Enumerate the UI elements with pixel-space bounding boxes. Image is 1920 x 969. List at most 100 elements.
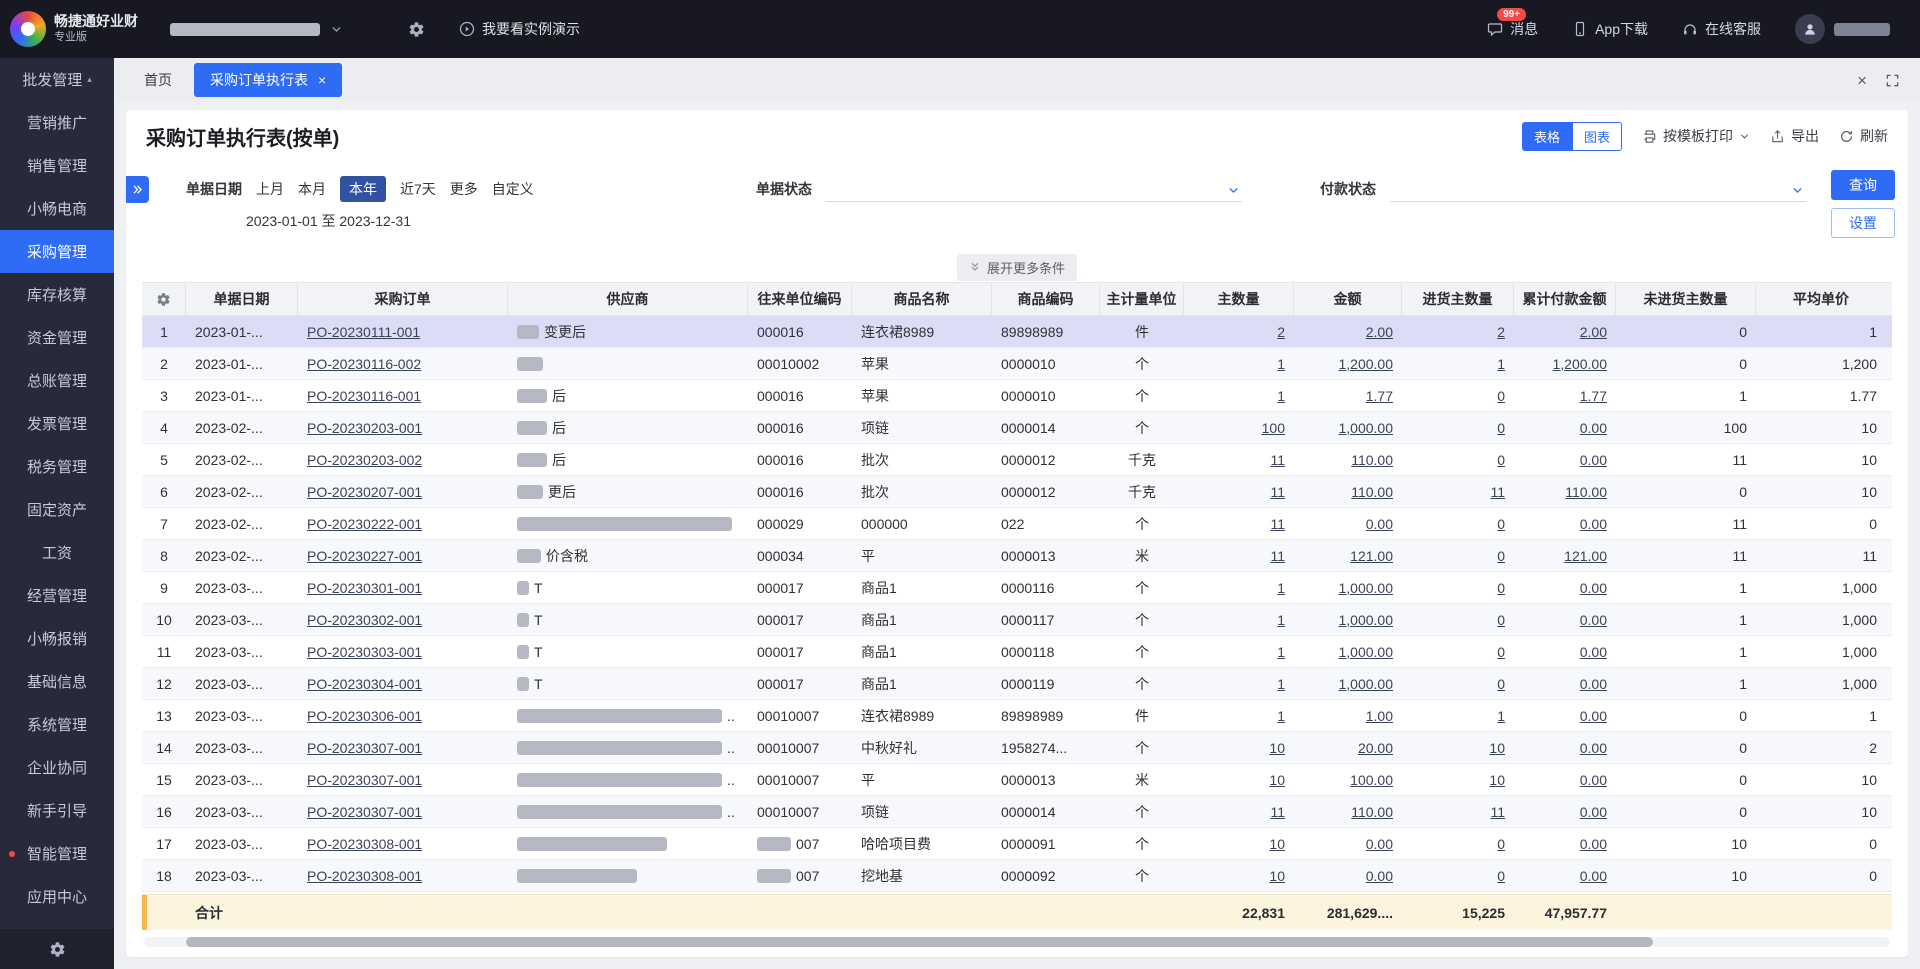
po-link[interactable]: PO-20230207-001 xyxy=(307,483,423,500)
po-link[interactable]: PO-20230308-001 xyxy=(307,867,423,884)
qty-link[interactable]: 11 xyxy=(1270,451,1285,468)
po-link[interactable]: PO-20230304-001 xyxy=(307,675,423,692)
po-link[interactable]: PO-20230116-001 xyxy=(307,387,422,404)
messages-button[interactable]: 99+ 消息 xyxy=(1487,8,1538,39)
paid-link[interactable]: 0.00 xyxy=(1579,835,1607,852)
amt-link[interactable]: 1.77 xyxy=(1365,387,1393,404)
paid-link[interactable]: 1,200.00 xyxy=(1552,355,1608,372)
column-settings-gear-icon[interactable] xyxy=(142,283,186,315)
sidebar-item[interactable]: 经营管理 xyxy=(0,574,114,617)
inq-link[interactable]: 2 xyxy=(1497,323,1505,340)
paid-link[interactable]: 2.00 xyxy=(1579,323,1607,340)
table-row[interactable]: 1 2023-01-... PO-20230111-001 变更后 000016 连衣裙8… xyxy=(142,316,1892,348)
table-row[interactable]: 192023-03-...PO-20230308-001司00010007新纸张… xyxy=(142,892,1892,894)
qty-link[interactable]: 11 xyxy=(1270,547,1285,564)
qty-link[interactable]: 11 xyxy=(1270,803,1285,820)
date-option[interactable]: 本年 xyxy=(340,176,386,202)
qty-link[interactable]: 1 xyxy=(1277,579,1285,596)
qty-link[interactable]: 10 xyxy=(1269,771,1285,788)
chart-view-button[interactable]: 图表 xyxy=(1571,121,1622,151)
sidebar-item[interactable]: 系统管理 xyxy=(0,703,114,746)
sidebar-item[interactable]: 小畅报销 xyxy=(0,617,114,660)
paid-link[interactable]: 121.00 xyxy=(1564,547,1607,564)
inq-link[interactable]: 0 xyxy=(1497,579,1505,596)
refresh-button[interactable]: 刷新 xyxy=(1839,126,1888,146)
amt-link[interactable]: 0.00 xyxy=(1365,835,1393,852)
qty-link[interactable]: 10 xyxy=(1269,867,1285,884)
table-view-button[interactable]: 表格 xyxy=(1521,121,1572,151)
app-download-button[interactable]: App下载 xyxy=(1572,19,1648,39)
po-link[interactable]: PO-20230302-001 xyxy=(307,611,423,628)
table-row[interactable]: 10 2023-03-... PO-20230302-001 T 000017 商品1 00… xyxy=(142,604,1892,636)
amt-link[interactable]: 110.00 xyxy=(1351,803,1393,820)
amt-link[interactable]: 20.00 xyxy=(1357,739,1393,756)
paid-link[interactable]: 0.00 xyxy=(1579,643,1607,660)
inq-link[interactable]: 11 xyxy=(1490,483,1505,500)
table-row[interactable]: 11 2023-03-... PO-20230303-001 T 000017 商品1 00… xyxy=(142,636,1892,668)
po-link[interactable]: PO-20230301-001 xyxy=(307,579,423,596)
sidebar-item[interactable]: 发票管理 xyxy=(0,402,114,445)
close-icon[interactable]: × xyxy=(1857,70,1867,90)
inq-link[interactable]: 0 xyxy=(1497,867,1505,884)
sidebar-item[interactable]: 智能管理 xyxy=(0,832,114,875)
paid-link[interactable]: 0.00 xyxy=(1579,579,1607,596)
inq-link[interactable]: 0 xyxy=(1497,611,1505,628)
qty-link[interactable]: 10 xyxy=(1269,739,1285,756)
po-link[interactable]: PO-20230222-001 xyxy=(307,515,423,532)
sidebar-item[interactable]: 营销推广 xyxy=(0,101,114,144)
table-row[interactable]: 14 2023-03-... PO-20230307-001.. 00010007 中秋… xyxy=(142,732,1892,764)
sidebar-item[interactable]: 资金管理 xyxy=(0,316,114,359)
sidebar-item[interactable]: 小畅电商 xyxy=(0,187,114,230)
amt-link[interactable]: 110.00 xyxy=(1351,451,1393,468)
inq-link[interactable]: 0 xyxy=(1497,547,1505,564)
date-option[interactable]: 自定义 xyxy=(491,181,534,197)
tab[interactable]: 首页 xyxy=(128,63,188,97)
inq-link[interactable]: 11 xyxy=(1490,803,1505,820)
qty-link[interactable]: 2 xyxy=(1277,323,1285,340)
paid-link[interactable]: 0.00 xyxy=(1579,867,1607,884)
date-option[interactable]: 本月 xyxy=(298,181,326,197)
qty-link[interactable]: 10 xyxy=(1269,835,1285,852)
expand-more-button[interactable]: 展开更多条件 xyxy=(956,253,1077,281)
sidebar-item[interactable]: 应用中心 xyxy=(0,875,114,918)
po-link[interactable]: PO-20230227-001 xyxy=(307,547,423,564)
amt-link[interactable]: 121.00 xyxy=(1350,547,1393,564)
paid-link[interactable]: 0.00 xyxy=(1579,611,1607,628)
paid-link[interactable]: 0.00 xyxy=(1579,419,1607,436)
paid-link[interactable]: 0.00 xyxy=(1579,803,1607,820)
paid-link[interactable]: 0.00 xyxy=(1579,707,1607,724)
date-option[interactable]: 上月 xyxy=(256,181,284,197)
table-row[interactable]: 9 2023-03-... PO-20230301-001 T 000017 商品1 000… xyxy=(142,572,1892,604)
amt-link[interactable]: 110.00 xyxy=(1351,483,1393,500)
table-row[interactable]: 3 2023-01-... PO-20230116-001 后 000016 苹果 0000… xyxy=(142,380,1892,412)
paid-link[interactable]: 0.00 xyxy=(1579,739,1607,756)
support-button[interactable]: 在线客服 xyxy=(1682,19,1761,39)
tab[interactable]: 采购订单执行表 × xyxy=(194,63,343,97)
settings-icon[interactable] xyxy=(396,21,437,38)
sidebar-item[interactable]: 销售管理 xyxy=(0,144,114,187)
amt-link[interactable]: 1.00 xyxy=(1365,707,1393,724)
payment-select[interactable] xyxy=(1390,176,1806,202)
paid-link[interactable]: 0.00 xyxy=(1579,515,1607,532)
paid-link[interactable]: 0.00 xyxy=(1579,451,1607,468)
inq-link[interactable]: 10 xyxy=(1489,771,1505,788)
sidebar-item[interactable]: 新手引导 xyxy=(0,789,114,832)
print-template-button[interactable]: 按模板打印 xyxy=(1642,126,1750,146)
inq-link[interactable]: 0 xyxy=(1497,835,1505,852)
sidebar-item[interactable]: 基础信息 xyxy=(0,660,114,703)
table-row[interactable]: 15 2023-03-... PO-20230307-001.. 00010007 平 0… xyxy=(142,764,1892,796)
inq-link[interactable]: 0 xyxy=(1497,451,1505,468)
inq-link[interactable]: 1 xyxy=(1497,355,1505,372)
sidebar-item[interactable]: 库存核算 xyxy=(0,273,114,316)
sidebar-item[interactable]: 企业协同 xyxy=(0,746,114,789)
date-option[interactable]: 近7天 xyxy=(400,181,436,197)
table-row[interactable]: 5 2023-02-... PO-20230203-002 后 000016 批次 0000… xyxy=(142,444,1892,476)
po-link[interactable]: PO-20230203-002 xyxy=(307,451,423,468)
inq-link[interactable]: 10 xyxy=(1489,739,1505,756)
amt-link[interactable]: 1,200.00 xyxy=(1338,355,1394,372)
po-link[interactable]: PO-20230307-001 xyxy=(307,771,423,788)
paid-link[interactable]: 110.00 xyxy=(1565,483,1607,500)
amt-link[interactable]: 0.00 xyxy=(1365,867,1393,884)
sidebar-settings-button[interactable] xyxy=(0,929,114,969)
qty-link[interactable]: 1 xyxy=(1277,611,1285,628)
